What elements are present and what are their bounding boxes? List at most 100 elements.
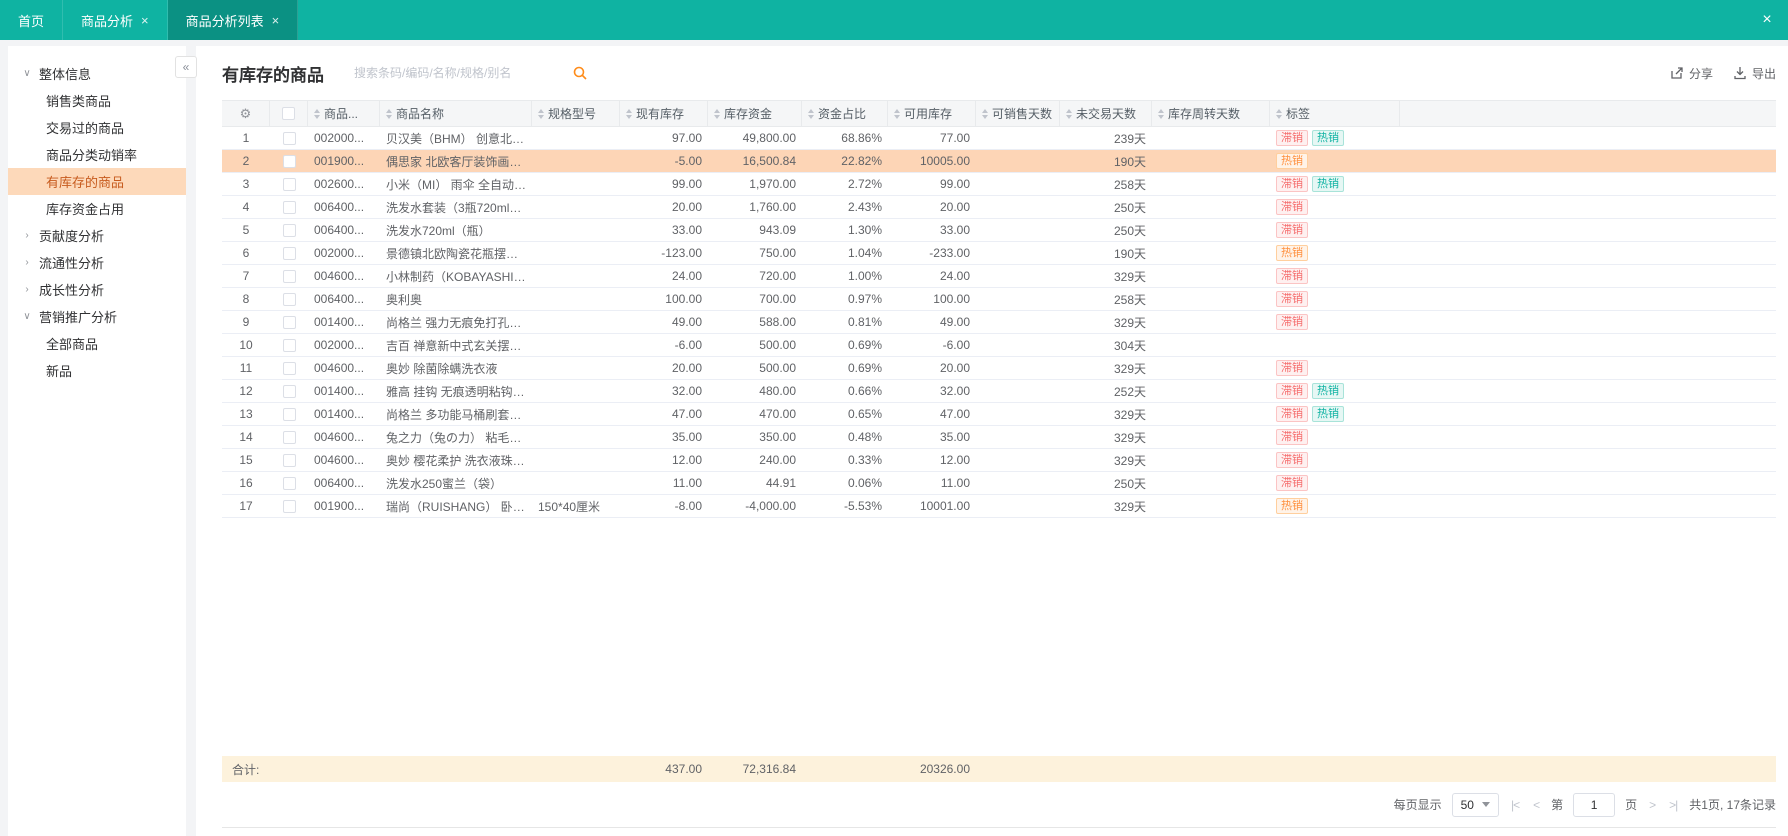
table-row[interactable]: 8 006400... 奥利奥 100.00 700.00 0.97% 100.00 258天… bbox=[222, 288, 1776, 311]
sidebar-group[interactable]: ∨ 营销推广分析 bbox=[8, 303, 186, 330]
table-row[interactable]: 14 004600... 兔之力（兔の力） 粘毛器粘 35.00 350.00 0.48%… bbox=[222, 426, 1776, 449]
column-header-tags[interactable]: 标签 bbox=[1270, 101, 1400, 126]
column-header-ratio[interactable]: 资金占比 bbox=[802, 101, 888, 126]
tab-close-icon[interactable]: × bbox=[271, 12, 280, 28]
cell-checkbox bbox=[270, 430, 308, 445]
table-row[interactable]: 2 001900... 偶思家 北欧客厅装饰画卧室挂画 -5.00 16,500.84 2… bbox=[222, 150, 1776, 173]
export-button[interactable]: 导出 bbox=[1733, 65, 1776, 82]
tab-close-icon[interactable]: × bbox=[141, 12, 149, 28]
first-page-button[interactable]: |< bbox=[1510, 797, 1520, 812]
share-button[interactable]: 分享 bbox=[1670, 65, 1713, 82]
row-checkbox[interactable] bbox=[282, 477, 296, 491]
sidebar-collapse-icon[interactable]: « bbox=[175, 56, 197, 78]
search-icon[interactable] bbox=[572, 65, 588, 81]
row-checkbox[interactable] bbox=[282, 270, 296, 284]
close-icon[interactable]: × bbox=[1762, 11, 1772, 28]
table-row[interactable]: 7 004600... 小林制药（KOBAYASHI） 日 24.00 720.00 1.… bbox=[222, 265, 1776, 288]
sidebar-group[interactable]: › 贡献度分析 bbox=[8, 222, 186, 249]
cell-code: 004600... bbox=[314, 453, 365, 467]
table-row[interactable]: 13 001400... 尚格兰 多功能马桶刷套装 浴 47.00 470.00 0.65… bbox=[222, 403, 1776, 426]
table-row[interactable]: 17 001900... 瑞尚（RUISHANG） 卧室装 150*40厘米 -8.00… bbox=[222, 495, 1776, 518]
top-tab[interactable]: 首页 bbox=[0, 0, 64, 40]
row-checkbox[interactable] bbox=[282, 293, 296, 307]
table-row[interactable]: 10 002000... 吉百 禅意新中式玄关摆件客 -6.00 500.00 0.69%… bbox=[222, 334, 1776, 357]
status-tag: 热销 bbox=[1312, 130, 1344, 146]
column-header-notrade[interactable]: 未交易天数 bbox=[1060, 101, 1152, 126]
sort-icon bbox=[314, 108, 320, 119]
column-header-spec[interactable]: 规格型号 bbox=[532, 101, 620, 126]
cell-name: 奥妙 樱花柔护 洗衣液珠 10 bbox=[386, 453, 530, 468]
table-row[interactable]: 16 006400... 洗发水250蜜兰（袋） 11.00 44.91 0.06% 11.… bbox=[222, 472, 1776, 495]
next-page-button[interactable]: > bbox=[1649, 797, 1656, 812]
cell-code: 001900... bbox=[314, 499, 365, 513]
column-header-sell[interactable]: 可销售天数 bbox=[976, 101, 1060, 126]
last-page-button[interactable]: >| bbox=[1669, 797, 1678, 812]
search-input[interactable] bbox=[354, 66, 564, 80]
sidebar-group[interactable]: ∨ 整体信息 bbox=[8, 60, 186, 87]
top-tab[interactable]: 商品分析 × bbox=[63, 0, 168, 40]
table-row[interactable]: 4 006400... 洗发水套装（3瓶720ml+1瓶） 20.00 1,760.00… bbox=[222, 196, 1776, 219]
column-header-name[interactable]: 商品名称 bbox=[380, 101, 532, 126]
cell-ratio: 0.97% bbox=[847, 292, 882, 306]
prev-page-button[interactable]: < bbox=[1533, 797, 1540, 812]
table-row[interactable]: 12 001400... 雅高 挂钩 无痕透明粘钩 强 32.00 480.00 0.66… bbox=[222, 380, 1776, 403]
cell-ratio: 0.69% bbox=[847, 338, 882, 352]
cell-tags: 滞销 bbox=[1270, 475, 1400, 491]
cell-checkbox bbox=[270, 246, 308, 261]
column-header-settings[interactable]: ⚙ bbox=[222, 101, 270, 126]
row-checkbox[interactable] bbox=[282, 408, 296, 422]
select-all-checkbox[interactable] bbox=[282, 107, 295, 120]
sidebar-item[interactable]: 交易过的商品 bbox=[46, 121, 125, 136]
page-number-input[interactable] bbox=[1573, 792, 1616, 817]
chevron-icon: ∨ bbox=[23, 311, 31, 322]
row-checkbox[interactable] bbox=[282, 247, 296, 261]
row-checkbox[interactable] bbox=[282, 454, 296, 468]
status-tag: 滞销 bbox=[1276, 222, 1308, 238]
table-row[interactable]: 11 004600... 奥妙 除菌除螨洗衣液 20.00 500.00 0.69% 20.… bbox=[222, 357, 1776, 380]
row-checkbox[interactable] bbox=[282, 339, 296, 353]
sidebar-group[interactable]: › 成长性分析 bbox=[8, 276, 186, 303]
page-size-select[interactable]: 50 bbox=[1451, 792, 1499, 817]
row-checkbox[interactable] bbox=[282, 132, 296, 146]
table-row[interactable]: 3 002600... 小米（MI） 雨伞 全自动折叠伞 99.00 1,970.00 2… bbox=[222, 173, 1776, 196]
row-checkbox[interactable] bbox=[282, 316, 296, 330]
sidebar-group[interactable]: › 流通性分析 bbox=[8, 249, 186, 276]
cell-fund: 700.00 bbox=[759, 292, 796, 306]
table-row[interactable]: 6 002000... 景德镇北欧陶瓷花瓶摆件 优 -123.00 750.00 1.04… bbox=[222, 242, 1776, 265]
row-checkbox[interactable] bbox=[282, 155, 296, 169]
row-checkbox[interactable] bbox=[282, 178, 296, 192]
column-header-fund[interactable]: 库存资金 bbox=[708, 101, 802, 126]
row-checkbox[interactable] bbox=[282, 385, 296, 399]
cell-code: 004600... bbox=[314, 430, 365, 444]
column-header-code[interactable]: 商品... bbox=[308, 101, 380, 126]
column-header-label: 未交易天数 bbox=[1076, 107, 1137, 121]
column-header-avail[interactable]: 可用库存 bbox=[888, 101, 976, 126]
sidebar-item[interactable]: 商品分类动销率 bbox=[46, 148, 138, 163]
sidebar-item[interactable]: 新品 bbox=[46, 364, 73, 379]
sort-icon bbox=[982, 108, 988, 119]
column-header-label: 资金占比 bbox=[818, 107, 867, 121]
row-checkbox[interactable] bbox=[282, 201, 296, 215]
sidebar-item[interactable]: 全部商品 bbox=[46, 337, 99, 352]
table-row[interactable]: 5 006400... 洗发水720ml（瓶） 33.00 943.09 1.30% 33.… bbox=[222, 219, 1776, 242]
table-row[interactable]: 15 004600... 奥妙 樱花柔护 洗衣液珠 10 12.00 240.00 0.3… bbox=[222, 449, 1776, 472]
sidebar-item[interactable]: 有库存的商品 bbox=[8, 168, 186, 195]
sidebar-item[interactable]: 库存资金占用 bbox=[46, 202, 125, 217]
cell-stock: -6.00 bbox=[674, 338, 702, 352]
row-checkbox[interactable] bbox=[282, 500, 296, 514]
cell-checkbox bbox=[270, 154, 308, 169]
row-checkbox[interactable] bbox=[282, 224, 296, 238]
row-checkbox[interactable] bbox=[282, 431, 296, 445]
status-tag: 滞销 bbox=[1276, 176, 1308, 192]
column-header-stock[interactable]: 现有库存 bbox=[620, 101, 708, 126]
top-tab[interactable]: 商品分析列表 × bbox=[167, 0, 299, 40]
cell-stock: 49.00 bbox=[671, 315, 702, 329]
column-header-turnover[interactable]: 库存周转天数 bbox=[1152, 101, 1270, 126]
status-tag: 热销 bbox=[1276, 153, 1308, 169]
table-row[interactable]: 1 002000... 贝汉美（BHM） 创意北欧陶瓷摆件 97.00 49,800.0… bbox=[222, 127, 1776, 150]
cell-checkbox bbox=[270, 200, 308, 215]
row-checkbox[interactable] bbox=[282, 362, 296, 376]
sidebar-item[interactable]: 销售类商品 bbox=[46, 94, 112, 109]
cell-notrade: 250天 bbox=[1113, 200, 1146, 215]
table-row[interactable]: 9 001400... 尚格兰 强力无痕免打孔浴室 49.00 588.00 0.81% 4… bbox=[222, 311, 1776, 334]
